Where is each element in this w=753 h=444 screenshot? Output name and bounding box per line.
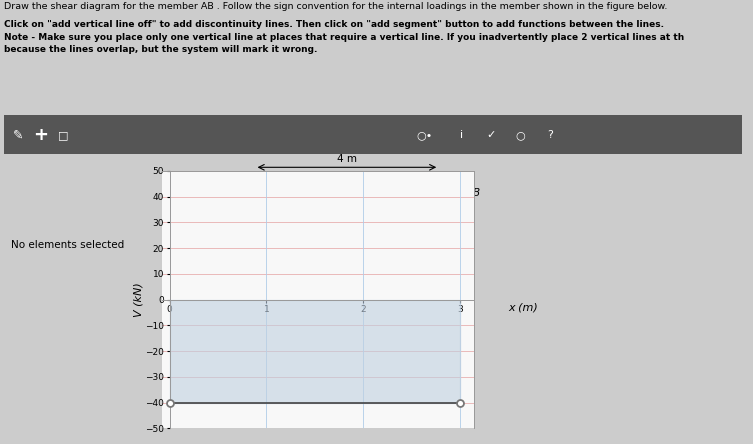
Text: ✎: ✎ bbox=[14, 128, 24, 141]
Circle shape bbox=[196, 177, 255, 203]
Polygon shape bbox=[439, 201, 468, 213]
Text: B: B bbox=[472, 188, 480, 198]
Bar bbox=[4, 115, 742, 155]
Text: 4 m: 4 m bbox=[337, 154, 357, 164]
Text: No elements selected: No elements selected bbox=[11, 240, 124, 250]
Text: Draw the shear diagram for the member AB . Follow the sign convention for the in: Draw the shear diagram for the member AB… bbox=[4, 2, 667, 11]
Text: +: + bbox=[33, 126, 48, 144]
Text: A: A bbox=[236, 172, 243, 182]
Text: ○•: ○• bbox=[416, 130, 432, 140]
Y-axis label: V (kN): V (kN) bbox=[134, 282, 144, 317]
Text: i: i bbox=[460, 130, 463, 140]
Text: because the lines overlap, but the system will mark it wrong.: because the lines overlap, but the syste… bbox=[4, 45, 317, 54]
Text: Click on "add vertical line off" to add discontinuity lines. Then click on "add : Click on "add vertical line off" to add … bbox=[4, 20, 663, 29]
Text: □: □ bbox=[57, 130, 68, 140]
Bar bbox=[203, 170, 214, 210]
Text: Note - Make sure you place only one vertical line at places that require a verti: Note - Make sure you place only one vert… bbox=[4, 33, 684, 42]
Text: ○: ○ bbox=[516, 130, 525, 140]
Bar bbox=[233, 185, 439, 201]
Text: x (m): x (m) bbox=[508, 302, 538, 313]
Text: ✓: ✓ bbox=[486, 130, 495, 140]
Text: ?: ? bbox=[547, 130, 553, 140]
